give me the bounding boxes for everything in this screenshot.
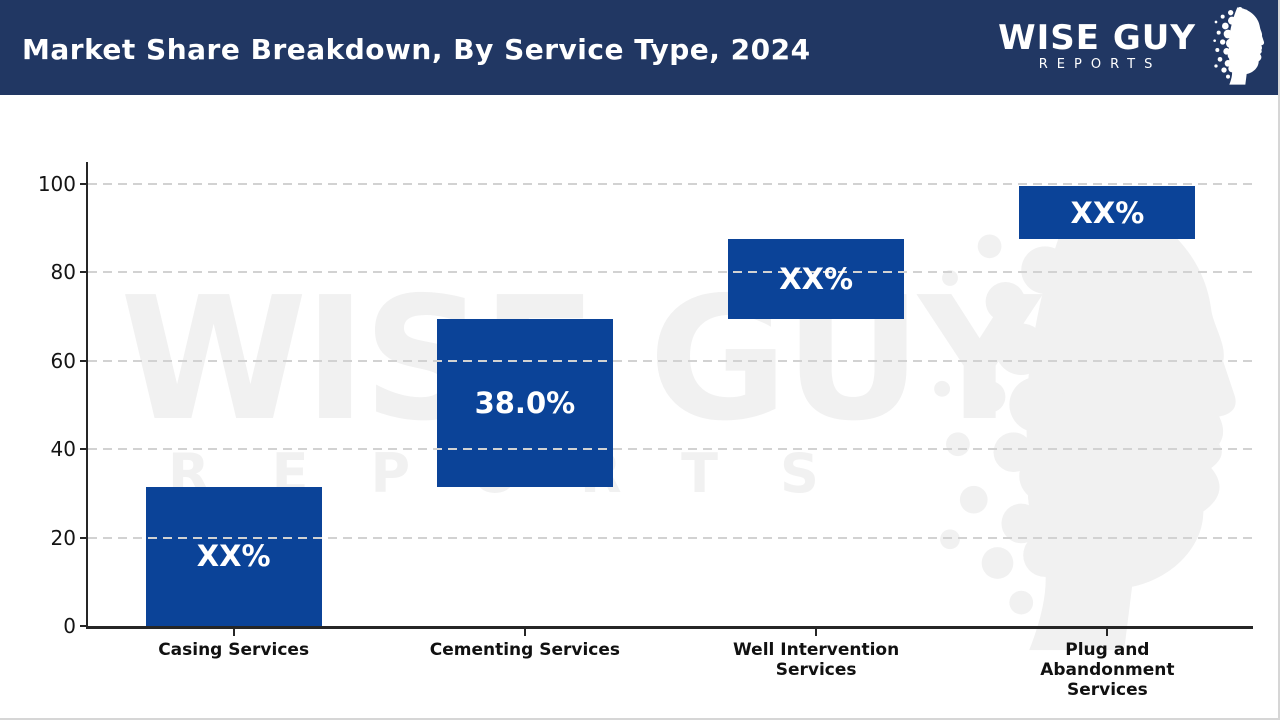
brand-logo: WISE GUY REPORTS (998, 6, 1266, 86)
gridline-40 (88, 448, 1253, 451)
category-label-line: Abandonment (1040, 660, 1175, 680)
category-label-line: Services (775, 660, 857, 680)
y-tick-mark-100 (80, 183, 88, 185)
category-label-line: Casing Services (158, 640, 310, 660)
y-tick-label-100: 100 (37, 172, 76, 196)
y-tick-label-80: 80 (50, 260, 76, 285)
brand-text: WISE GUY REPORTS (998, 20, 1196, 72)
category-label-well-intervention-services: Well Intervention Services (686, 640, 946, 680)
y-tick-label-0: 0 (63, 614, 76, 638)
y-tick-label-20: 20 (50, 525, 76, 550)
y-axis-line (86, 161, 88, 628)
y-tick-mark-0 (80, 625, 88, 627)
page-border-right (1278, 0, 1280, 720)
x-tick-mark-cementing-services (523, 628, 526, 636)
bar-value-label-well-intervention-services: XX% (779, 262, 854, 297)
bar-value-label-casing-services: XX% (196, 539, 271, 574)
y-tick-label-40: 40 (50, 437, 76, 462)
y-tick-label-60: 60 (50, 348, 76, 373)
brand-subtitle: REPORTS (1038, 57, 1162, 72)
category-label-plug-and-abandonment-services: Plug and Abandonment Services (977, 640, 1237, 700)
y-tick-mark-80 (80, 271, 88, 274)
y-tick-mark-40 (80, 448, 88, 451)
x-tick-mark-casing-services (232, 628, 235, 636)
category-label-line: Cementing Services (429, 640, 621, 660)
page-title: Market Share Breakdown, By Service Type,… (22, 33, 811, 66)
category-label-cementing-services: Cementing Services (395, 640, 655, 660)
category-label-line: Plug and (1065, 640, 1150, 660)
y-tick-mark-60 (80, 359, 88, 362)
x-axis-line (86, 626, 1253, 629)
bar-well-intervention-services (728, 239, 905, 319)
bar-plug-and-abandonment-services (1019, 186, 1196, 240)
gridline-60 (88, 359, 1253, 362)
bar-value-label-cementing-services: 38.0% (474, 385, 576, 420)
category-label-line: Services (1066, 680, 1148, 700)
watermark-face-icon (845, 183, 1245, 658)
title-bar: Market Share Breakdown, By Service Type,… (0, 0, 1280, 95)
x-tick-mark-well-intervention-services (815, 628, 818, 636)
bar-casing-services (145, 486, 322, 626)
wiseguy-face-logo-icon (1198, 6, 1266, 86)
bar-cementing-services (436, 318, 613, 487)
category-label-casing-services: Casing Services (104, 640, 364, 660)
gridline-80 (88, 271, 1253, 274)
bar-value-label-plug-and-abandonment-services: XX% (1070, 195, 1145, 230)
gridline-100 (88, 183, 1253, 185)
x-tick-mark-plug-and-abandonment-services (1106, 628, 1109, 636)
gridline-20 (88, 536, 1253, 539)
page-border-bottom (0, 718, 1280, 720)
category-label-line: Well Intervention (733, 640, 900, 660)
y-tick-mark-20 (80, 536, 88, 539)
brand-name: WISE GUY (998, 18, 1196, 58)
